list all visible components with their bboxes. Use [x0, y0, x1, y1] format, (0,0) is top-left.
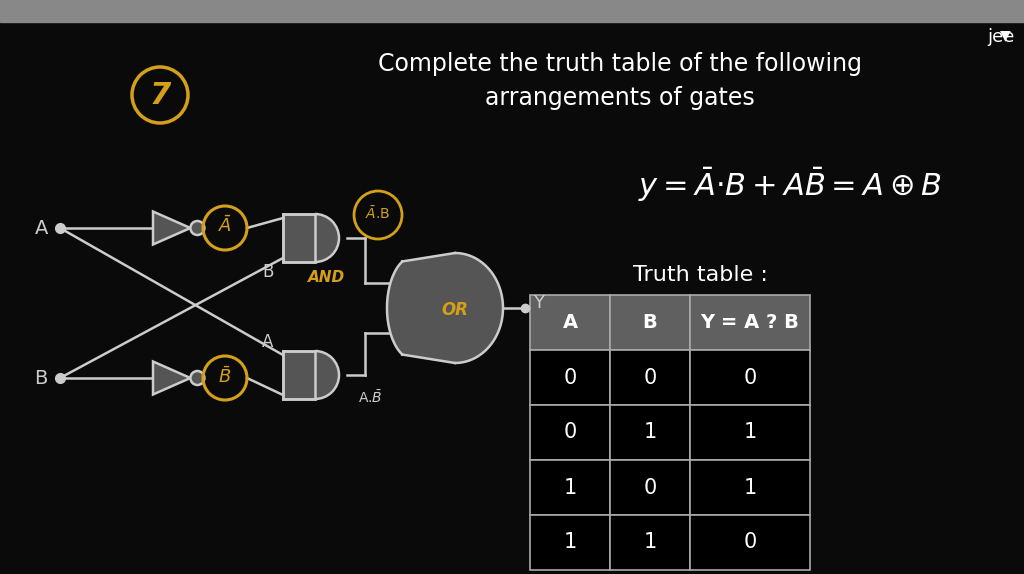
Text: A.$\bar{B}$: A.$\bar{B}$	[357, 390, 382, 406]
Polygon shape	[387, 253, 503, 363]
Text: jee: jee	[987, 28, 1015, 46]
Bar	[610, 295, 690, 350]
Text: $\bar{B}$: $\bar{B}$	[218, 367, 231, 387]
Bar	[283, 214, 315, 262]
Text: 0: 0	[563, 367, 577, 387]
Text: $\mathit{y} = \bar{A}{\cdot}B + A\bar{B} = A \oplus B$: $\mathit{y} = \bar{A}{\cdot}B + A\bar{B}…	[638, 166, 942, 204]
Text: A: A	[35, 219, 48, 238]
Text: Y: Y	[534, 294, 544, 312]
Text: 1: 1	[743, 478, 757, 498]
Text: A: A	[562, 313, 578, 332]
Bar	[610, 515, 690, 570]
Bar	[283, 351, 315, 399]
Text: 7: 7	[150, 80, 171, 110]
Bar	[530, 460, 610, 515]
Bar	[610, 405, 690, 460]
Text: B: B	[35, 369, 48, 387]
Bar	[530, 350, 610, 405]
Text: Complete the truth table of the following
arrangements of gates: Complete the truth table of the followin…	[378, 52, 862, 110]
Bar	[530, 295, 610, 350]
Bar	[610, 460, 690, 515]
Text: B: B	[643, 313, 657, 332]
Text: 0: 0	[563, 422, 577, 443]
Bar	[530, 515, 610, 570]
Bar	[610, 350, 690, 405]
Text: 1: 1	[563, 478, 577, 498]
Bar	[690, 515, 810, 570]
Polygon shape	[153, 211, 190, 245]
Bar	[690, 460, 810, 515]
Text: Y = A ? B: Y = A ? B	[700, 313, 800, 332]
Bar	[690, 405, 810, 460]
Text: ▼: ▼	[999, 28, 1011, 42]
Text: Truth table :: Truth table :	[633, 265, 767, 285]
Text: $\bar{A}$.B: $\bar{A}$.B	[366, 205, 390, 222]
Text: AND: AND	[308, 270, 345, 285]
Text: 1: 1	[743, 422, 757, 443]
Text: B: B	[262, 263, 273, 281]
Text: 1: 1	[643, 533, 656, 553]
Text: OR: OR	[441, 301, 468, 319]
Polygon shape	[315, 351, 339, 399]
Bar	[690, 350, 810, 405]
Polygon shape	[153, 362, 190, 394]
Text: 0: 0	[743, 367, 757, 387]
Text: 1: 1	[563, 533, 577, 553]
Text: 0: 0	[643, 367, 656, 387]
Polygon shape	[315, 214, 339, 262]
Text: 0: 0	[743, 533, 757, 553]
Text: 1: 1	[643, 422, 656, 443]
Text: 0: 0	[643, 478, 656, 498]
Bar	[690, 295, 810, 350]
Text: $\bar{A}$: $\bar{A}$	[218, 216, 232, 236]
Bar	[530, 405, 610, 460]
Circle shape	[190, 371, 205, 385]
Bar	[0, 0, 1024, 22]
Circle shape	[190, 221, 205, 235]
Text: A: A	[262, 333, 273, 351]
